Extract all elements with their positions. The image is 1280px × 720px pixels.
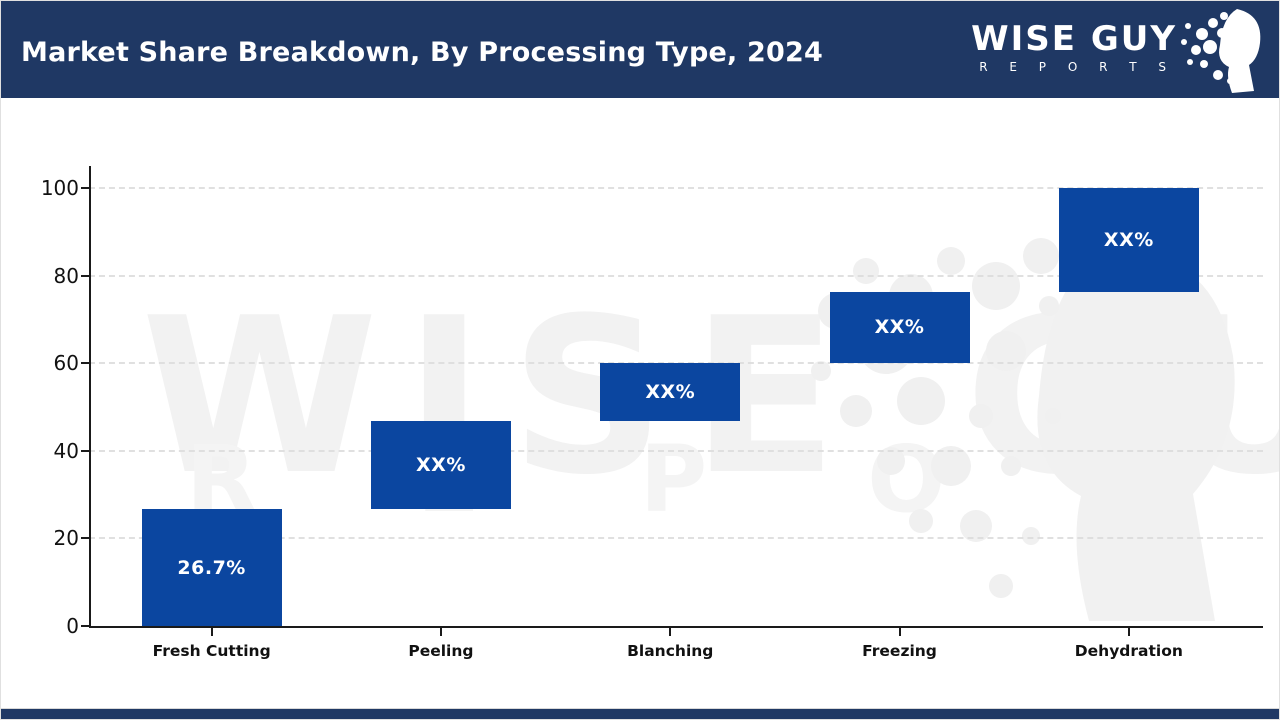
x-axis-tick — [669, 628, 672, 636]
y-axis-tick-label: 0 — [66, 614, 79, 638]
bar-dehydration: XX% — [1058, 188, 1199, 292]
category-label: Blanching — [627, 642, 714, 660]
logo-wiseguy-text: WISE GUY — [971, 19, 1177, 59]
y-axis-tick — [81, 537, 89, 540]
y-axis-tick — [81, 274, 89, 277]
gridline — [89, 274, 1263, 277]
gridline — [89, 537, 1263, 540]
x-axis-tick — [210, 628, 213, 636]
y-axis-tick-label: 20 — [53, 526, 79, 551]
y-axis-tick-label: 100 — [40, 176, 79, 200]
footer-divider — [1, 708, 1279, 709]
y-axis-line — [89, 166, 91, 628]
bar-value-label: XX% — [416, 454, 466, 477]
gridline — [89, 187, 1263, 189]
x-axis-line — [89, 626, 1263, 628]
y-axis-tick — [81, 449, 89, 452]
category-label: Fresh Cutting — [152, 642, 271, 660]
category-label: Freezing — [862, 642, 937, 660]
y-axis-tick — [81, 625, 89, 627]
header-band: Market Share Breakdown, By Processing Ty… — [1, 1, 1279, 98]
x-axis-tick — [1127, 628, 1130, 636]
y-axis-tick-label: 80 — [53, 263, 79, 288]
logo-reports-text: R E P O R T S — [979, 60, 1175, 75]
category-label: Dehydration — [1074, 642, 1183, 660]
footer-band — [1, 709, 1279, 719]
bar-value-label: XX% — [1103, 228, 1154, 251]
y-axis-tick-label: 40 — [53, 438, 79, 463]
logo-head-icon — [1181, 9, 1261, 93]
page-title: Market Share Breakdown, By Processing Ty… — [21, 37, 823, 68]
bar-value-label: XX% — [874, 316, 925, 339]
logo: WISE GUY R E P O R T S — [971, 19, 1177, 75]
bar-fresh-cutting: 26.7% — [141, 509, 282, 626]
x-axis-tick — [439, 628, 442, 636]
bar-peeling: XX% — [370, 421, 511, 510]
bar-blanching: XX% — [600, 362, 741, 422]
category-label: Peeling — [408, 642, 474, 660]
gridline — [89, 449, 1263, 452]
y-axis-tick — [81, 362, 89, 365]
y-axis-tick — [81, 187, 89, 189]
bar-value-label: XX% — [645, 381, 696, 404]
y-axis-tick-label: 60 — [53, 351, 79, 376]
bar-value-label: 26.7% — [177, 556, 246, 579]
bar-freezing: XX% — [829, 291, 970, 363]
x-axis-tick — [898, 628, 901, 636]
